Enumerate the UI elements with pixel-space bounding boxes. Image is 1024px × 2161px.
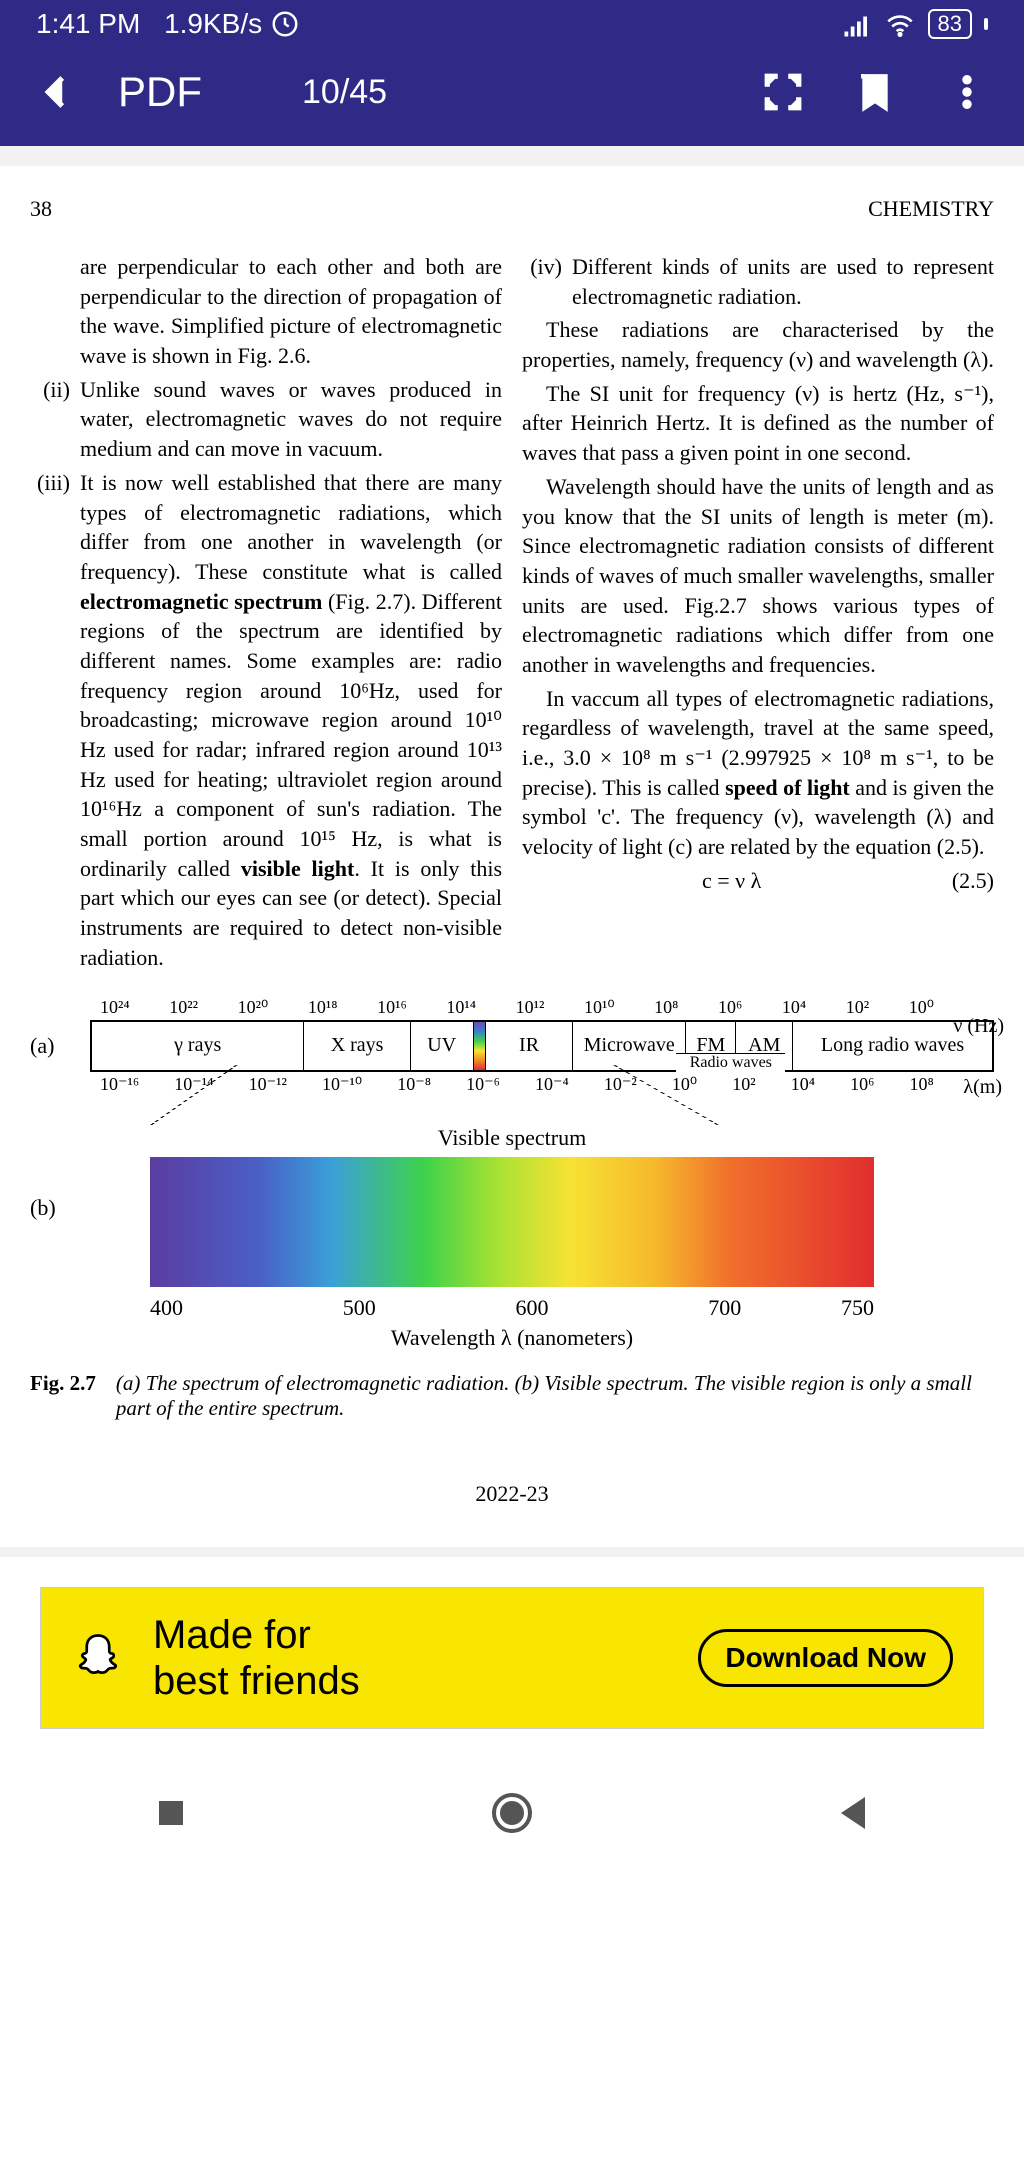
- battery-level: 83: [928, 9, 972, 39]
- page-number: 38: [30, 196, 52, 222]
- band-fm: FMRadio waves: [686, 1022, 736, 1070]
- para: In vaccum all types of electromagnetic r…: [522, 684, 994, 862]
- wave-unit: λ(m): [963, 1076, 1002, 1099]
- footer-year: 2022-23: [20, 1481, 1004, 1507]
- left-column: are perpendicular to each other and both…: [30, 252, 502, 977]
- status-bar: 1:41 PM 1.9KB/s 83: [0, 0, 1024, 48]
- para: Wavelength should have the units of leng…: [522, 472, 994, 680]
- back-nav-icon[interactable]: [829, 1789, 877, 1837]
- band-visible: [474, 1022, 486, 1070]
- ad-banner[interactable]: Made for best friends Download Now: [40, 1587, 984, 1729]
- figure-caption: Fig. 2.7 (a) The spectrum of electromagn…: [30, 1371, 994, 1421]
- app-bar: PDF 10/45: [0, 48, 1024, 146]
- ad-text: Made for best friends: [153, 1612, 670, 1704]
- visible-title: Visible spectrum: [30, 1125, 994, 1151]
- back-icon[interactable]: [36, 71, 78, 113]
- figure-row-label: (a): [30, 1033, 54, 1059]
- home-icon[interactable]: [488, 1789, 536, 1837]
- fullscreen-icon[interactable]: [762, 71, 804, 113]
- para: are perpendicular to each other and both…: [30, 252, 502, 371]
- figure-row-label: (b): [30, 1195, 56, 1221]
- list-marker: (iii): [30, 468, 70, 973]
- band-ir: IR: [486, 1022, 574, 1070]
- page-subject: CHEMISTRY: [868, 196, 994, 222]
- para: Unlike sound waves or waves produced in …: [80, 375, 502, 464]
- wifi-icon: [884, 11, 916, 37]
- visible-spectrum-bar: [150, 1157, 874, 1287]
- para: It is now well established that there ar…: [80, 468, 502, 973]
- bookmark-icon[interactable]: [854, 71, 896, 113]
- para: These radiations are characterised by th…: [522, 315, 994, 374]
- frequency-axis: 10²⁴10²²10²⁰10¹⁸10¹⁶10¹⁴10¹²10¹⁰10⁸10⁶10…: [90, 997, 994, 1018]
- wavelength-axis: 10⁻¹⁶10⁻¹⁴10⁻¹²10⁻¹⁰10⁻⁸10⁻⁶10⁻⁴10⁻²10⁰1…: [90, 1074, 994, 1095]
- clock-icon: [270, 9, 300, 39]
- band-microwave: Microwave: [573, 1022, 686, 1070]
- nm-axis: 400 500 600 700 750: [150, 1295, 874, 1321]
- app-title: PDF: [118, 68, 202, 116]
- list-marker: (iv): [522, 252, 562, 311]
- spectrum-bands: γ rays X rays UV IR Microwave FMRadio wa…: [90, 1020, 994, 1072]
- android-nav-bar: [0, 1759, 1024, 1857]
- signal-icon: [842, 11, 872, 37]
- band-xray: X rays: [304, 1022, 410, 1070]
- status-speed: 1.9KB/s: [164, 8, 262, 40]
- more-icon[interactable]: [946, 71, 988, 113]
- freq-unit: ν (Hz): [953, 1015, 1004, 1038]
- band-uv: UV: [411, 1022, 474, 1070]
- snapchat-icon: [71, 1631, 125, 1685]
- list-marker: (ii): [30, 375, 70, 464]
- nm-axis-label: Wavelength λ (nanometers): [30, 1325, 994, 1351]
- page-indicator: 10/45: [302, 73, 387, 112]
- recent-apps-icon[interactable]: [147, 1789, 195, 1837]
- equation: c = ν λ (2.5): [522, 866, 994, 896]
- status-time: 1:41 PM: [36, 8, 140, 40]
- para: The SI unit for frequency (ν) is hertz (…: [522, 379, 994, 468]
- para: Different kinds of units are used to rep…: [572, 252, 994, 311]
- pdf-page-content: 38 CHEMISTRY are perpendicular to each o…: [0, 166, 1024, 1547]
- right-column: (iv) Different kinds of units are used t…: [522, 252, 994, 977]
- download-button[interactable]: Download Now: [698, 1629, 953, 1687]
- band-gamma: γ rays: [92, 1022, 304, 1070]
- figure-2-7: (a) 10²⁴10²²10²⁰10¹⁸10¹⁶10¹⁴10¹²10¹⁰10⁸1…: [20, 997, 1004, 1421]
